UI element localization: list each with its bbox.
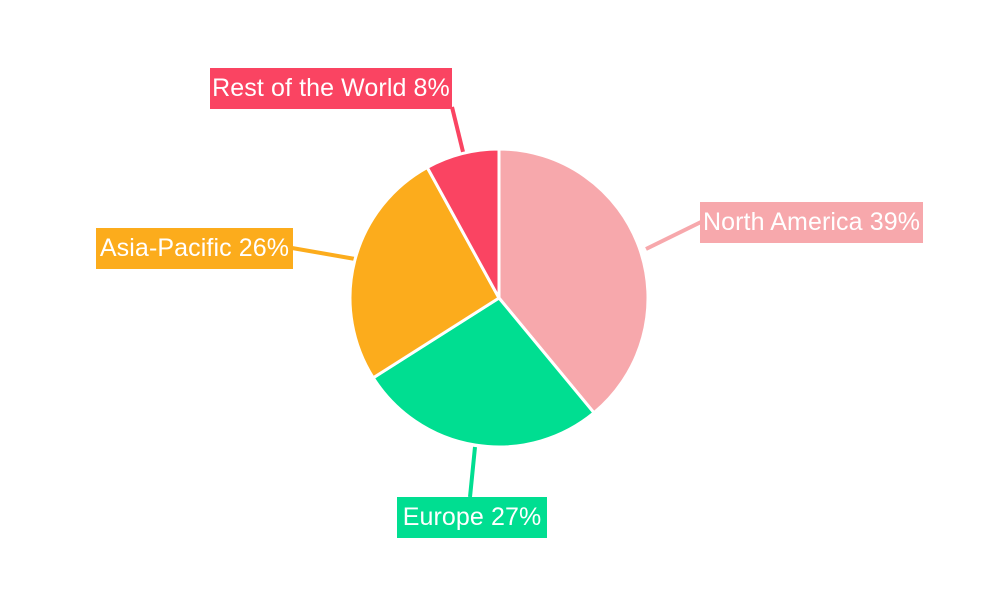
pie-slice-asia-pacific[interactable] [348, 165, 501, 380]
pie-label-north-america[interactable]: North America 39% [700, 202, 923, 243]
pie-label-europe[interactable]: Europe 27% [397, 497, 547, 538]
pie-slice-rest-of-the-world[interactable] [425, 147, 501, 300]
pie-label-asia-pacific[interactable]: Asia-Pacific 26% [96, 228, 293, 269]
pie-slice-north-america[interactable] [497, 147, 650, 415]
leader-line-asia-pacific [291, 246, 362, 262]
leader-line-rest-of-the-world [450, 106, 466, 157]
leader-line-europe [468, 446, 477, 498]
pie-label-rest-of-the-world[interactable]: Rest of the World 8% [210, 68, 452, 109]
leader-line-north-america [645, 220, 702, 251]
pie-slice-europe[interactable] [371, 296, 596, 449]
